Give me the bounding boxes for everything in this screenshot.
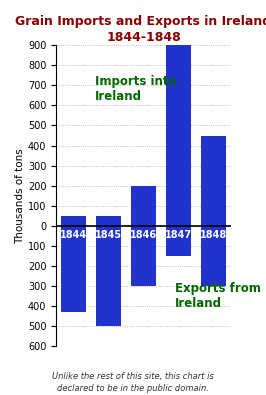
Bar (61, 216, 86, 312)
Bar (131, 186, 156, 286)
Text: Imports into
Ireland: Imports into Ireland (94, 75, 176, 103)
Text: Exports from
Ireland: Exports from Ireland (175, 282, 261, 310)
Text: 1847: 1847 (165, 230, 192, 240)
Text: 1848: 1848 (200, 230, 227, 240)
Y-axis label: Thousands of tons: Thousands of tons (15, 148, 25, 244)
Title: Grain Imports and Exports in Ireland
1844-1848: Grain Imports and Exports in Ireland 184… (15, 15, 266, 44)
Text: 1845: 1845 (95, 230, 122, 240)
Bar (96, 216, 121, 326)
Text: 1844: 1844 (60, 230, 87, 240)
Bar (166, 45, 191, 256)
Text: Unlike the rest of this site, this chart is
declared to be in the public domain.: Unlike the rest of this site, this chart… (52, 372, 214, 393)
Bar (201, 135, 226, 286)
Text: 1846: 1846 (130, 230, 157, 240)
